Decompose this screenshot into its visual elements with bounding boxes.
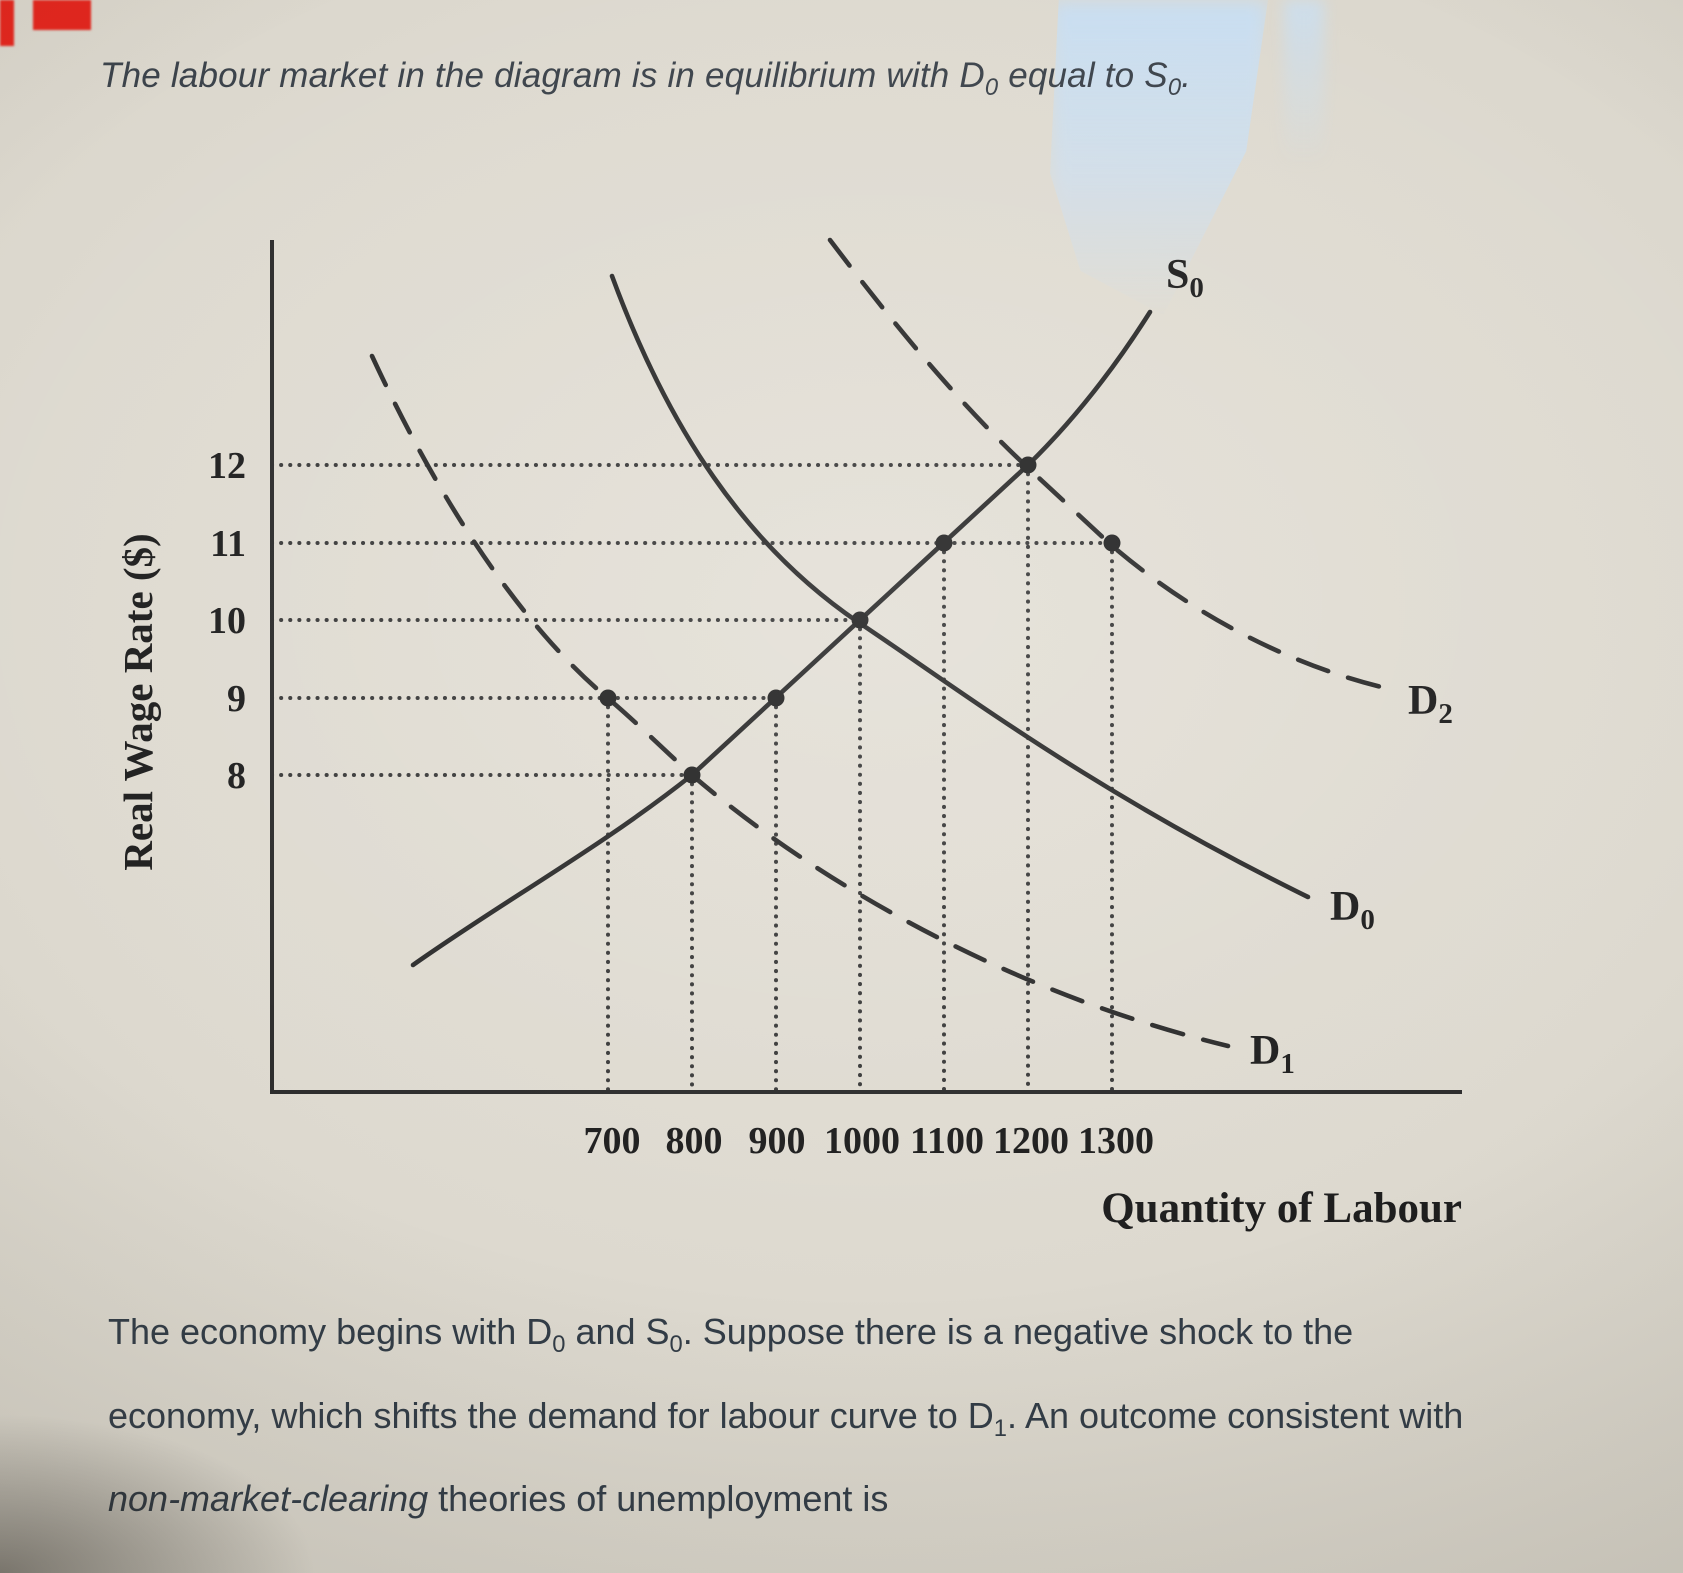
curve-label-main: D xyxy=(1250,1028,1280,1074)
dotted-guide-lines xyxy=(270,463,1114,1094)
curve-label-S0: S0 xyxy=(1166,252,1204,304)
x-tick-label: 900 xyxy=(749,1120,806,1162)
red-marker-left-edge xyxy=(0,0,14,46)
curve-label-D1: D1 xyxy=(1250,1028,1295,1080)
x-axis-title: Quantity of Labour xyxy=(1101,1185,1462,1232)
curve-label-sub: 2 xyxy=(1438,698,1453,730)
y-tick-label: 11 xyxy=(210,523,246,565)
title-text: . xyxy=(1181,56,1192,95)
red-marker-top xyxy=(33,0,91,30)
question-text-part: . An outcome consistent with xyxy=(1006,1394,1464,1436)
y-axis-ticks: 12 11 10 9 8 xyxy=(208,445,246,797)
curve-label-main: D xyxy=(1330,884,1360,930)
demand-curve-D1 xyxy=(369,353,1231,1049)
title-text: equal to S xyxy=(998,56,1168,95)
y-tick-label: 12 xyxy=(208,445,246,487)
marked-point-1200-12 xyxy=(1019,456,1037,474)
curve-label-sub: 0 xyxy=(1189,272,1204,304)
demand-curve-D2 xyxy=(827,237,1397,693)
axes xyxy=(270,240,1462,1094)
marked-points xyxy=(599,456,1121,784)
marked-point-900-9 xyxy=(767,689,785,707)
y-axis-title: Real Wage Rate ($) xyxy=(115,533,161,870)
question-text-italic: non-market-clearing xyxy=(108,1478,429,1520)
x-tick-label: 1200 xyxy=(993,1120,1069,1162)
x-tick-label: 1000 xyxy=(824,1120,900,1162)
y-tick-label: 9 xyxy=(227,678,246,720)
curve-label-D2: D2 xyxy=(1408,678,1453,730)
marked-point-700-9 xyxy=(599,689,617,707)
curve-label-sub: 0 xyxy=(1360,904,1375,936)
title-subscript: 0 xyxy=(1167,74,1182,101)
y-tick-label: 10 xyxy=(208,600,246,642)
question-text-subscript: 0 xyxy=(552,1331,566,1359)
curves xyxy=(369,237,1397,1049)
x-tick-label: 800 xyxy=(666,1120,723,1162)
title-subscript: 0 xyxy=(984,74,999,101)
demand-curve-D0 xyxy=(609,273,1311,900)
curve-label-sub: 1 xyxy=(1280,1048,1295,1080)
axis-lines xyxy=(270,240,1462,1094)
title-text: The labour market in the diagram is in e… xyxy=(100,56,985,95)
question-title: The labour market in the diagram is in e… xyxy=(100,56,1420,99)
marked-point-1000-10 xyxy=(851,611,869,629)
x-axis-ticks: 700 800 900 1000 1100 1200 1300 xyxy=(584,1120,1155,1162)
curve-label-main: D xyxy=(1408,678,1438,724)
marked-point-1100-11 xyxy=(935,534,953,552)
marked-point-800-8 xyxy=(683,766,701,784)
question-text-part: The economy begins with D xyxy=(108,1311,553,1352)
y-tick-label: 8 xyxy=(227,755,246,797)
supply-curve-S0 xyxy=(410,309,1153,968)
question-text-part: theories of unemployment is xyxy=(428,1478,889,1520)
question-text-subscript: 1 xyxy=(993,1414,1007,1442)
curve-label-main: S xyxy=(1166,252,1189,298)
x-tick-label: 1100 xyxy=(910,1120,984,1162)
marked-point-1300-11 xyxy=(1103,534,1121,552)
question-text-part: . Suppose there is a negative shock to t… xyxy=(108,1311,1354,1436)
question-text-part: and S xyxy=(565,1311,670,1352)
x-tick-label: 1300 xyxy=(1078,1120,1154,1162)
question-text: The economy begins with D0 and S0. Suppo… xyxy=(108,1290,1468,1541)
curve-label-D0: D0 xyxy=(1330,884,1375,936)
question-text-subscript: 0 xyxy=(669,1331,683,1359)
x-tick-label: 700 xyxy=(584,1120,641,1162)
